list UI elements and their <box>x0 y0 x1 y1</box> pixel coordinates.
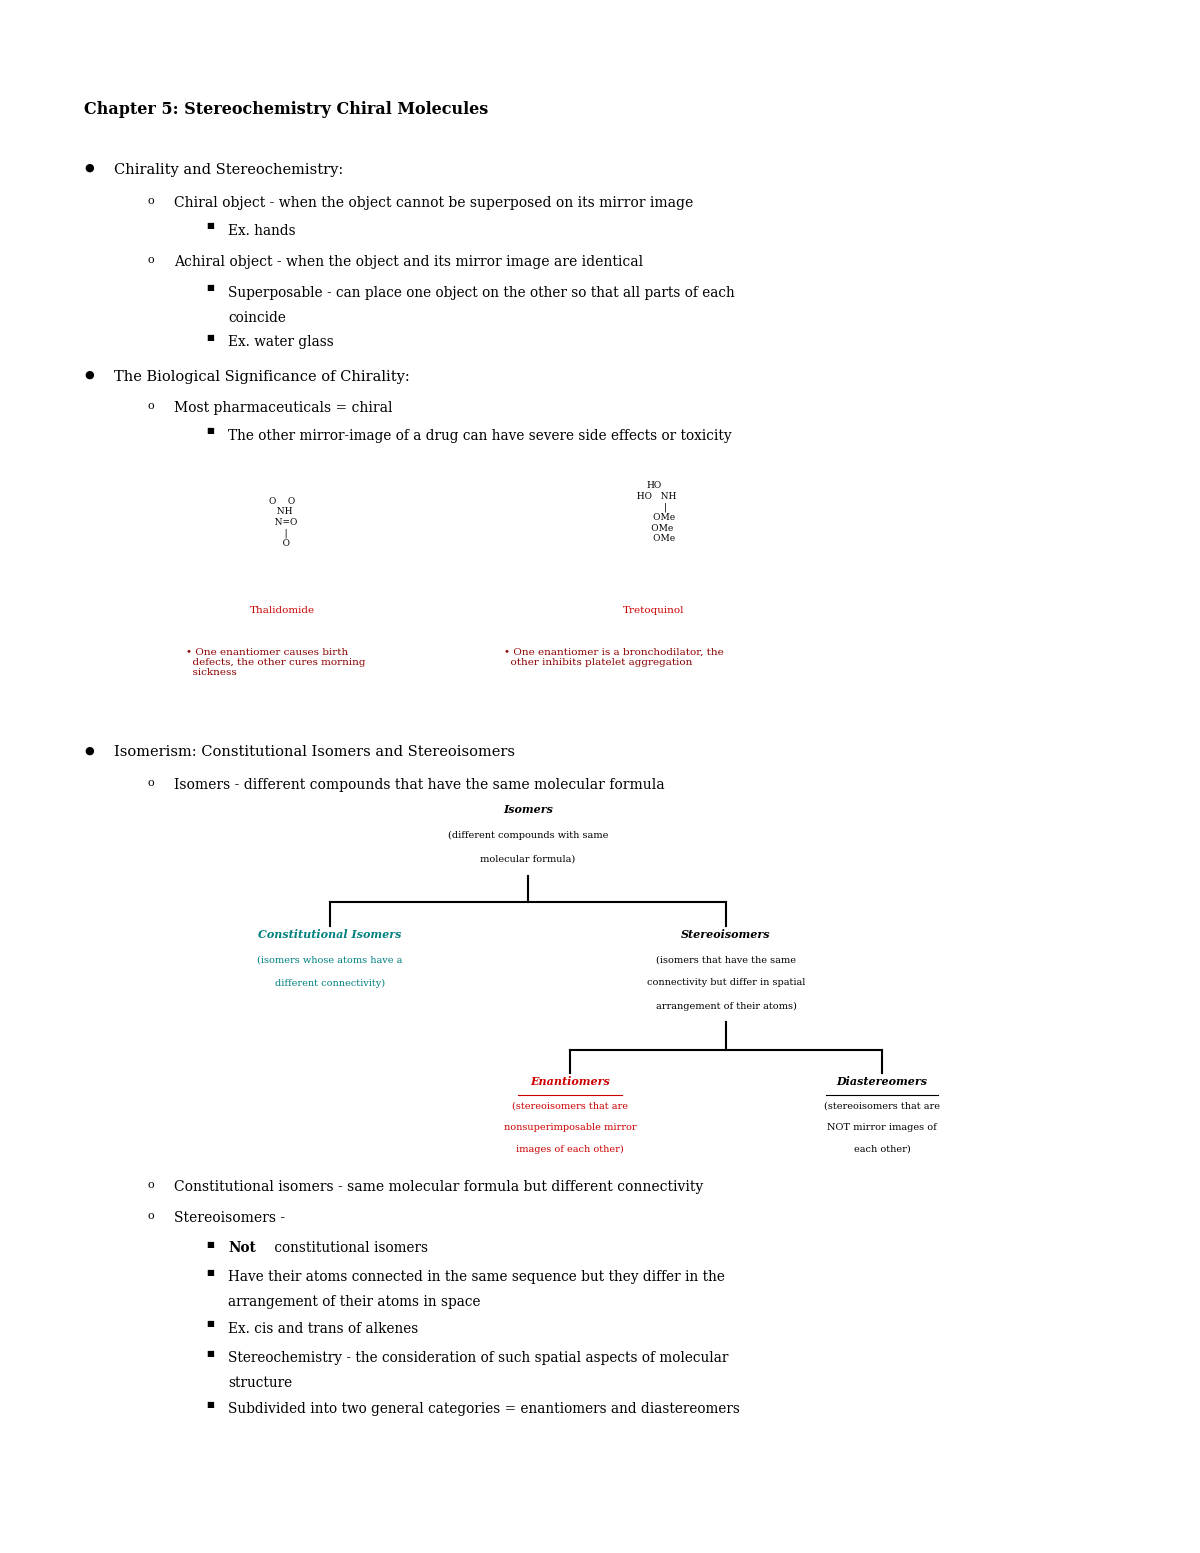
Text: ■: ■ <box>206 1320 215 1328</box>
Text: Stereochemistry - the consideration of such spatial aspects of molecular: Stereochemistry - the consideration of s… <box>228 1351 728 1365</box>
Text: NOT mirror images of: NOT mirror images of <box>827 1123 937 1132</box>
Text: ■: ■ <box>206 1269 215 1277</box>
Text: Not: Not <box>228 1241 256 1255</box>
Text: constitutional isomers: constitutional isomers <box>270 1241 428 1255</box>
Text: each other): each other) <box>853 1145 911 1154</box>
Text: structure: structure <box>228 1376 292 1390</box>
Text: ●: ● <box>84 163 94 172</box>
Text: Chapter 5: Stereochemistry Chiral Molecules: Chapter 5: Stereochemistry Chiral Molecu… <box>84 101 488 118</box>
Text: o: o <box>148 255 155 264</box>
Text: molecular formula): molecular formula) <box>480 854 576 863</box>
Text: Tretoquinol: Tretoquinol <box>623 606 685 615</box>
Text: Isomers: Isomers <box>503 804 553 815</box>
Text: coincide: coincide <box>228 311 286 325</box>
Text: nonsuperimposable mirror: nonsuperimposable mirror <box>504 1123 636 1132</box>
Text: o: o <box>148 1180 155 1190</box>
Text: ■: ■ <box>206 1350 215 1357</box>
Text: ■: ■ <box>206 284 215 292</box>
Text: arrangement of their atoms): arrangement of their atoms) <box>655 1002 797 1011</box>
Text: o: o <box>148 1211 155 1221</box>
Text: Stereoisomers -: Stereoisomers - <box>174 1211 286 1225</box>
Text: Achiral object - when the object and its mirror image are identical: Achiral object - when the object and its… <box>174 255 643 269</box>
Text: Isomers - different compounds that have the same molecular formula: Isomers - different compounds that have … <box>174 778 665 792</box>
Text: • One enantiomer causes birth
  defects, the other cures morning
  sickness: • One enantiomer causes birth defects, t… <box>186 648 366 677</box>
Text: Diastereomers: Diastereomers <box>836 1076 928 1087</box>
Text: connectivity but differ in spatial: connectivity but differ in spatial <box>647 978 805 988</box>
Text: (isomers that have the same: (isomers that have the same <box>656 955 796 964</box>
Text: Chiral object - when the object cannot be superposed on its mirror image: Chiral object - when the object cannot b… <box>174 196 694 210</box>
Text: The Biological Significance of Chirality:: The Biological Significance of Chirality… <box>114 370 409 384</box>
Text: (stereoisomers that are: (stereoisomers that are <box>512 1101 628 1110</box>
Text: Superposable - can place one object on the other so that all parts of each: Superposable - can place one object on t… <box>228 286 734 300</box>
Text: Ex. hands: Ex. hands <box>228 224 295 238</box>
Text: (different compounds with same: (different compounds with same <box>448 831 608 840</box>
Text: O    O
  NH
   N=O
   |
   O: O O NH N=O | O <box>266 497 298 548</box>
Text: Ex. cis and trans of alkenes: Ex. cis and trans of alkenes <box>228 1322 419 1336</box>
Text: Chirality and Stereochemistry:: Chirality and Stereochemistry: <box>114 163 343 177</box>
Text: ■: ■ <box>206 427 215 435</box>
Text: HO
  HO   NH
        |
       OMe
      OMe
       OMe: HO HO NH | OMe OMe OMe <box>631 481 677 544</box>
Text: Have their atoms connected in the same sequence but they differ in the: Have their atoms connected in the same s… <box>228 1270 725 1284</box>
Text: ●: ● <box>84 370 94 379</box>
Text: Thalidomide: Thalidomide <box>250 606 314 615</box>
Text: Constitutional isomers - same molecular formula but different connectivity: Constitutional isomers - same molecular … <box>174 1180 703 1194</box>
Text: arrangement of their atoms in space: arrangement of their atoms in space <box>228 1295 480 1309</box>
Text: images of each other): images of each other) <box>516 1145 624 1154</box>
Text: Ex. water glass: Ex. water glass <box>228 335 334 349</box>
Text: ■: ■ <box>206 222 215 230</box>
Text: (isomers whose atoms have a: (isomers whose atoms have a <box>257 955 403 964</box>
Text: Subdivided into two general categories = enantiomers and diastereomers: Subdivided into two general categories =… <box>228 1402 740 1416</box>
Text: Stereoisomers: Stereoisomers <box>682 929 770 940</box>
Text: ●: ● <box>84 745 94 755</box>
Text: o: o <box>148 778 155 787</box>
Text: Isomerism: Constitutional Isomers and Stereoisomers: Isomerism: Constitutional Isomers and St… <box>114 745 515 759</box>
Text: ■: ■ <box>206 1401 215 1409</box>
Text: different connectivity): different connectivity) <box>275 978 385 988</box>
Text: ■: ■ <box>206 1241 215 1249</box>
Text: ■: ■ <box>206 334 215 342</box>
Text: Enantiomers: Enantiomers <box>530 1076 610 1087</box>
Text: o: o <box>148 196 155 205</box>
Text: (stereoisomers that are: (stereoisomers that are <box>824 1101 940 1110</box>
Text: Most pharmaceuticals = chiral: Most pharmaceuticals = chiral <box>174 401 392 415</box>
Text: • One enantiomer is a bronchodilator, the
  other inhibits platelet aggregation: • One enantiomer is a bronchodilator, th… <box>504 648 724 666</box>
Text: Constitutional Isomers: Constitutional Isomers <box>258 929 402 940</box>
Text: o: o <box>148 401 155 410</box>
Text: The other mirror-image of a drug can have severe side effects or toxicity: The other mirror-image of a drug can hav… <box>228 429 732 443</box>
